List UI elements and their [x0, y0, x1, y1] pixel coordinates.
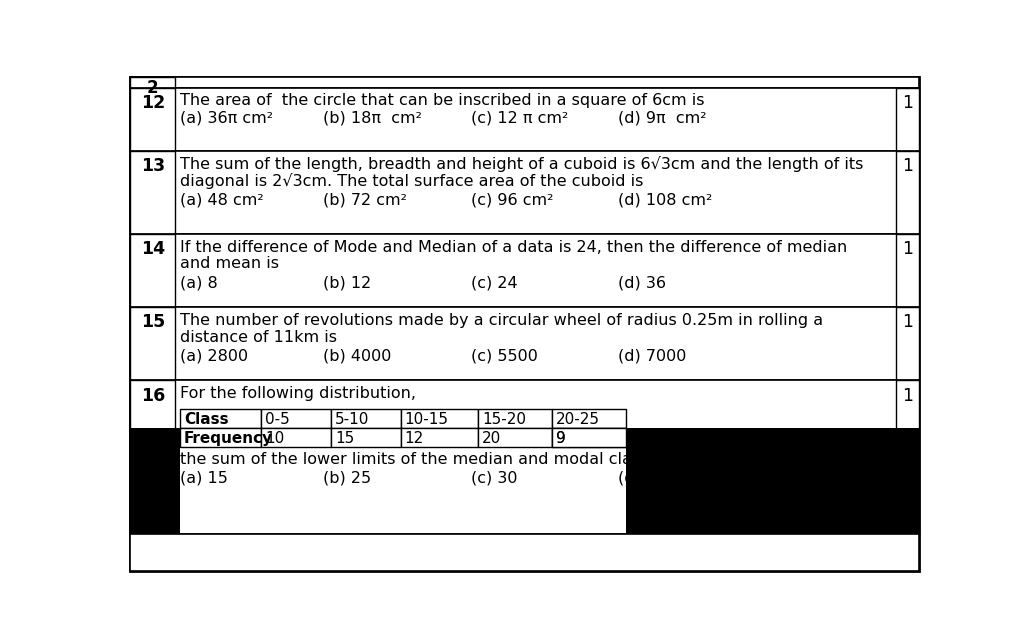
Text: (b) 12: (b) 12: [324, 275, 372, 291]
Bar: [130, 534, 920, 571]
Bar: [130, 308, 920, 381]
Text: 20-25: 20-25: [556, 412, 600, 427]
Text: 1: 1: [902, 313, 913, 331]
Bar: [130, 308, 175, 381]
Text: distance of 11km is: distance of 11km is: [180, 329, 337, 345]
Bar: [552, 428, 626, 447]
Text: (c) 5500: (c) 5500: [471, 349, 538, 364]
Bar: [130, 234, 920, 308]
Text: (d) 7000: (d) 7000: [617, 349, 686, 364]
Text: diagonal is 2√3cm. The total surface area of the cuboid is: diagonal is 2√3cm. The total surface are…: [180, 173, 643, 189]
Text: 14: 14: [140, 240, 165, 258]
Text: (a) 2800: (a) 2800: [180, 349, 248, 364]
Text: 15: 15: [335, 431, 354, 446]
Text: (c) 30: (c) 30: [471, 471, 517, 485]
Text: (a) 15: (a) 15: [180, 471, 227, 485]
Text: If the difference of Mode and Median of a data is 24, then the difference of med: If the difference of Mode and Median of …: [180, 239, 847, 254]
Text: the sum of the lower limits of the median and modal class is: the sum of the lower limits of the media…: [180, 452, 667, 467]
Bar: [130, 151, 920, 234]
Bar: [552, 409, 626, 428]
Text: (d) 36: (d) 36: [617, 275, 666, 291]
Text: 20: 20: [482, 431, 502, 446]
Bar: [261, 428, 331, 447]
Bar: [131, 447, 180, 534]
Bar: [626, 447, 920, 534]
Text: (b) 4000: (b) 4000: [324, 349, 391, 364]
Text: (a) 8: (a) 8: [180, 275, 218, 291]
Text: (c) 24: (c) 24: [471, 275, 517, 291]
Text: and mean is: and mean is: [180, 256, 279, 272]
Text: 15: 15: [140, 313, 165, 331]
Bar: [180, 409, 261, 428]
Bar: [896, 308, 920, 381]
Bar: [626, 428, 920, 447]
Bar: [130, 151, 175, 234]
Text: 1: 1: [902, 94, 913, 112]
Text: 12: 12: [140, 94, 165, 112]
Text: (d) 9π  cm²: (d) 9π cm²: [617, 111, 707, 126]
Bar: [400, 409, 478, 428]
Bar: [130, 88, 920, 151]
Text: (a) 36π cm²: (a) 36π cm²: [180, 111, 273, 126]
Bar: [896, 88, 920, 151]
Bar: [400, 428, 478, 447]
Bar: [130, 77, 175, 88]
Text: 9: 9: [556, 431, 565, 446]
Bar: [130, 88, 175, 151]
Bar: [331, 409, 400, 428]
Text: The area of  the circle that can be inscribed in a square of 6cm is: The area of the circle that can be inscr…: [180, 93, 705, 108]
Bar: [180, 428, 261, 447]
Text: The sum of the length, breadth and height of a cuboid is 6√3cm and the length of: The sum of the length, breadth and heigh…: [180, 157, 863, 172]
Bar: [896, 381, 920, 534]
Bar: [896, 151, 920, 234]
Text: 9: 9: [556, 431, 565, 446]
Text: 1: 1: [902, 157, 913, 175]
Bar: [130, 77, 920, 88]
Text: 10-15: 10-15: [404, 412, 449, 427]
Bar: [261, 409, 331, 428]
Bar: [130, 234, 175, 308]
Text: For the following distribution,: For the following distribution,: [180, 386, 416, 401]
Text: (b) 72 cm²: (b) 72 cm²: [324, 193, 408, 207]
Text: 15-20: 15-20: [482, 412, 526, 427]
Text: Class: Class: [183, 412, 228, 427]
Text: 2: 2: [147, 78, 159, 96]
Text: 16: 16: [140, 386, 165, 404]
Text: (b) 18π  cm²: (b) 18π cm²: [324, 111, 422, 126]
Text: Frequency: Frequency: [183, 431, 273, 446]
Text: 10: 10: [265, 431, 285, 446]
Text: 1: 1: [902, 240, 913, 258]
Bar: [130, 381, 175, 534]
Bar: [131, 428, 180, 447]
Text: (c) 12 π cm²: (c) 12 π cm²: [471, 111, 567, 126]
Text: The number of revolutions made by a circular wheel of radius 0.25m in rolling a: The number of revolutions made by a circ…: [180, 313, 823, 327]
Text: 1: 1: [902, 386, 913, 404]
Text: (d) 35: (d) 35: [617, 471, 666, 485]
Text: (d) 108 cm²: (d) 108 cm²: [617, 193, 712, 207]
Text: (c) 96 cm²: (c) 96 cm²: [471, 193, 553, 207]
Text: (b) 25: (b) 25: [324, 471, 372, 485]
Bar: [331, 428, 400, 447]
Text: 0-5: 0-5: [265, 412, 290, 427]
Bar: [896, 234, 920, 308]
Bar: [552, 428, 626, 447]
Text: 13: 13: [140, 157, 165, 175]
Text: (a) 48 cm²: (a) 48 cm²: [180, 193, 263, 207]
Bar: [478, 409, 552, 428]
Bar: [130, 381, 920, 534]
Text: 12: 12: [404, 431, 424, 446]
Bar: [478, 428, 552, 447]
Text: 5-10: 5-10: [335, 412, 370, 427]
